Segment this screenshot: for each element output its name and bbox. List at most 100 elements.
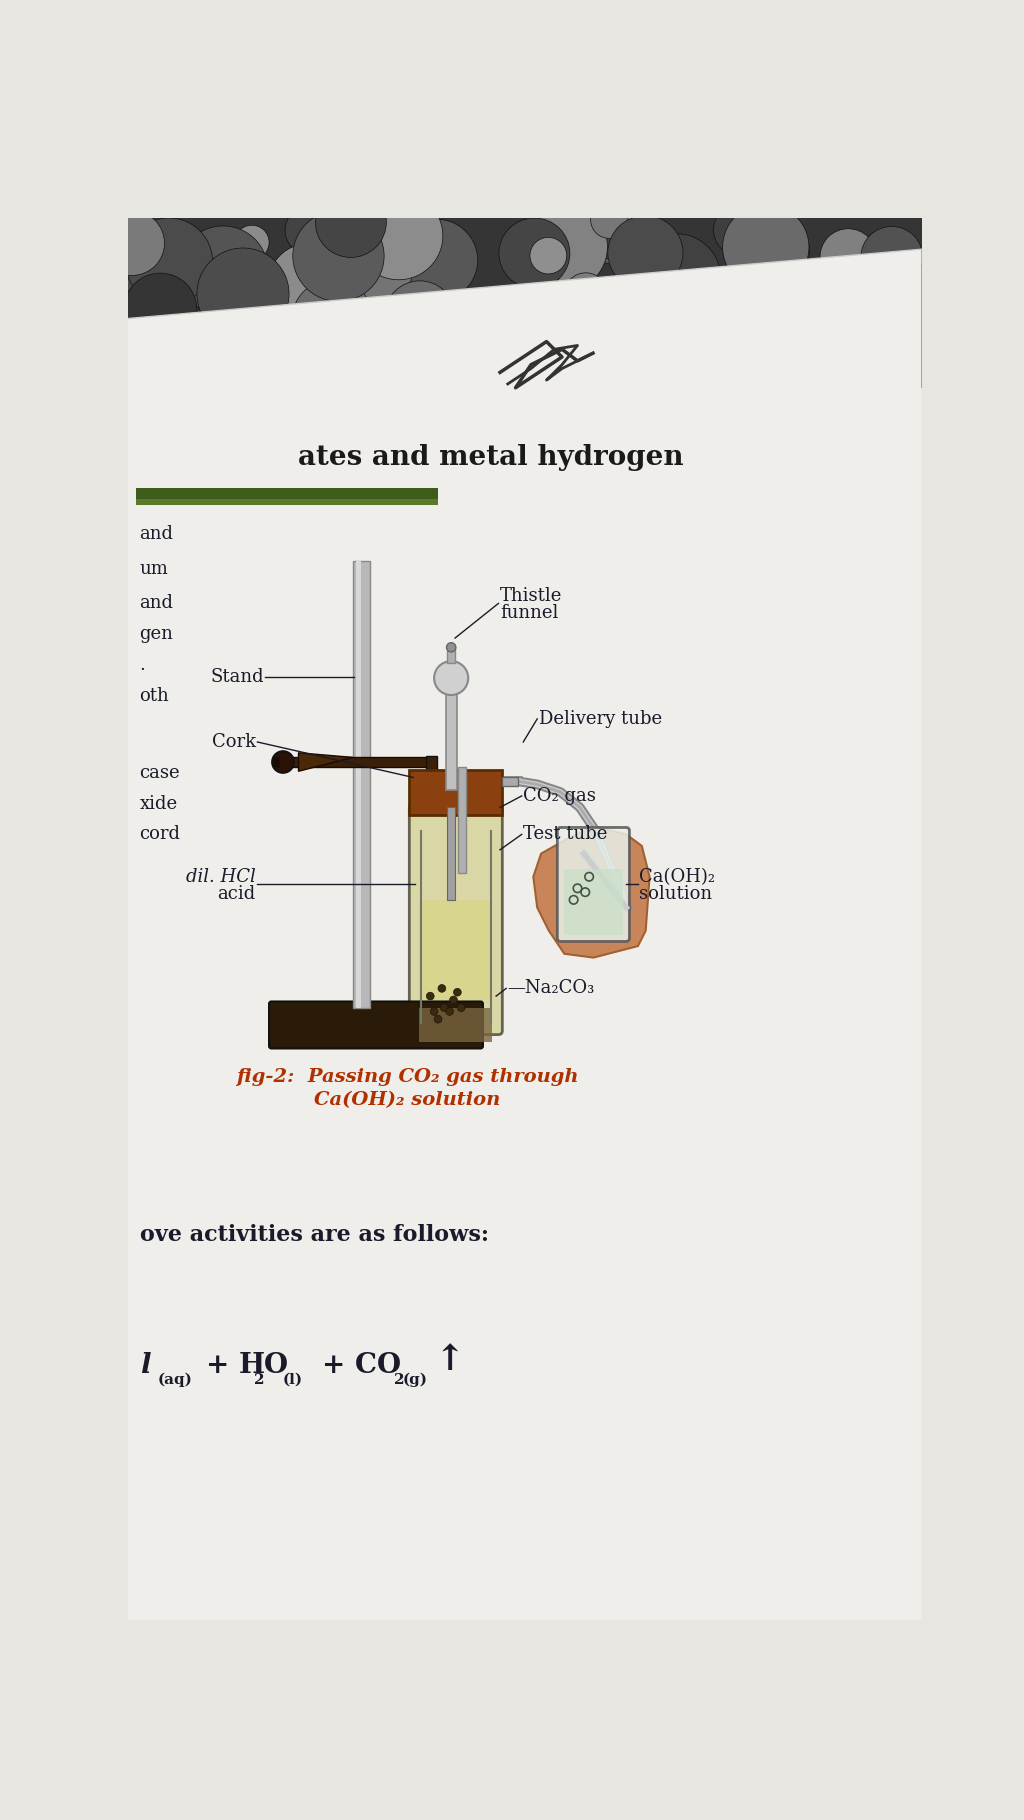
- Circle shape: [147, 331, 226, 410]
- Bar: [352, 561, 370, 1008]
- Circle shape: [813, 271, 851, 309]
- Bar: [356, 561, 360, 1008]
- Circle shape: [564, 191, 633, 260]
- Bar: [503, 777, 518, 786]
- Bar: [273, 757, 280, 766]
- Bar: [410, 770, 503, 815]
- Text: gen: gen: [139, 626, 173, 642]
- Circle shape: [434, 1016, 442, 1023]
- Text: Stand: Stand: [210, 668, 263, 686]
- Circle shape: [438, 985, 445, 992]
- Text: ates and metal hydrogen: ates and metal hydrogen: [299, 444, 684, 471]
- Circle shape: [434, 661, 468, 695]
- Circle shape: [632, 233, 721, 322]
- Circle shape: [468, 318, 512, 360]
- Text: ove activities are as follows:: ove activities are as follows:: [139, 1223, 488, 1247]
- Text: acid: acid: [218, 886, 256, 903]
- Bar: [420, 899, 493, 999]
- Text: + H: + H: [206, 1352, 264, 1380]
- Circle shape: [350, 298, 422, 369]
- Circle shape: [454, 988, 461, 996]
- Bar: [447, 808, 455, 899]
- Text: um: um: [139, 561, 169, 577]
- Circle shape: [178, 226, 268, 315]
- Text: and: and: [139, 526, 174, 542]
- Circle shape: [354, 191, 442, 280]
- Circle shape: [768, 229, 810, 273]
- Circle shape: [124, 273, 197, 346]
- Circle shape: [820, 229, 877, 286]
- Bar: [563, 870, 624, 935]
- Circle shape: [272, 752, 294, 774]
- Circle shape: [608, 215, 683, 289]
- Text: l: l: [139, 1352, 151, 1380]
- Circle shape: [331, 282, 371, 322]
- Circle shape: [125, 218, 213, 304]
- Text: solution: solution: [640, 886, 713, 903]
- Text: Test tube: Test tube: [523, 826, 607, 843]
- Circle shape: [530, 237, 566, 275]
- Circle shape: [591, 202, 628, 238]
- Circle shape: [430, 1008, 438, 1016]
- Bar: [445, 670, 457, 790]
- Circle shape: [333, 197, 407, 269]
- Text: cord: cord: [139, 826, 180, 843]
- Circle shape: [692, 266, 771, 344]
- Text: Delivery tube: Delivery tube: [539, 710, 662, 728]
- Circle shape: [499, 218, 570, 289]
- Bar: [136, 488, 438, 499]
- Circle shape: [395, 218, 477, 300]
- Circle shape: [723, 204, 809, 289]
- Circle shape: [385, 280, 455, 351]
- Text: —Na₂CO₃: —Na₂CO₃: [508, 979, 595, 997]
- FancyBboxPatch shape: [269, 1001, 483, 1048]
- Text: fig-2:  Passing CO₂ gas through: fig-2: Passing CO₂ gas through: [236, 1068, 579, 1087]
- Circle shape: [743, 331, 795, 382]
- Text: and: and: [139, 595, 174, 612]
- Text: .: .: [139, 655, 145, 673]
- Text: Ca(OH)₂: Ca(OH)₂: [640, 868, 716, 886]
- Circle shape: [714, 204, 767, 257]
- Circle shape: [787, 289, 839, 340]
- Bar: [420, 1008, 493, 1043]
- Circle shape: [174, 322, 225, 373]
- Text: Cork: Cork: [212, 733, 256, 752]
- Circle shape: [105, 269, 162, 326]
- Bar: [458, 766, 466, 874]
- Circle shape: [319, 189, 388, 258]
- Text: O: O: [263, 1352, 288, 1380]
- Circle shape: [526, 268, 559, 300]
- Circle shape: [308, 295, 358, 346]
- Circle shape: [337, 231, 413, 306]
- FancyBboxPatch shape: [410, 804, 503, 1034]
- Circle shape: [134, 318, 225, 410]
- FancyBboxPatch shape: [557, 828, 630, 941]
- Circle shape: [234, 226, 269, 260]
- Circle shape: [387, 328, 464, 402]
- Circle shape: [861, 226, 923, 288]
- Polygon shape: [534, 826, 649, 957]
- Circle shape: [181, 231, 215, 266]
- Text: Ca(OH)₂ solution: Ca(OH)₂ solution: [314, 1090, 500, 1108]
- Text: Thistle: Thistle: [500, 586, 562, 604]
- Circle shape: [513, 300, 566, 353]
- Circle shape: [632, 288, 669, 324]
- Text: 2: 2: [254, 1372, 265, 1387]
- Circle shape: [816, 289, 868, 342]
- Circle shape: [440, 1005, 449, 1012]
- Circle shape: [830, 308, 901, 379]
- Circle shape: [639, 313, 684, 359]
- Text: xide: xide: [139, 795, 178, 812]
- Circle shape: [95, 308, 170, 380]
- Bar: [447, 648, 455, 662]
- Circle shape: [293, 211, 384, 302]
- Circle shape: [197, 248, 289, 340]
- Polygon shape: [299, 753, 352, 772]
- Circle shape: [99, 211, 165, 275]
- Circle shape: [285, 206, 334, 255]
- Text: (aq): (aq): [158, 1372, 193, 1387]
- Circle shape: [341, 271, 398, 328]
- Polygon shape: [128, 249, 922, 1620]
- Text: funnel: funnel: [500, 604, 558, 622]
- Circle shape: [292, 280, 374, 360]
